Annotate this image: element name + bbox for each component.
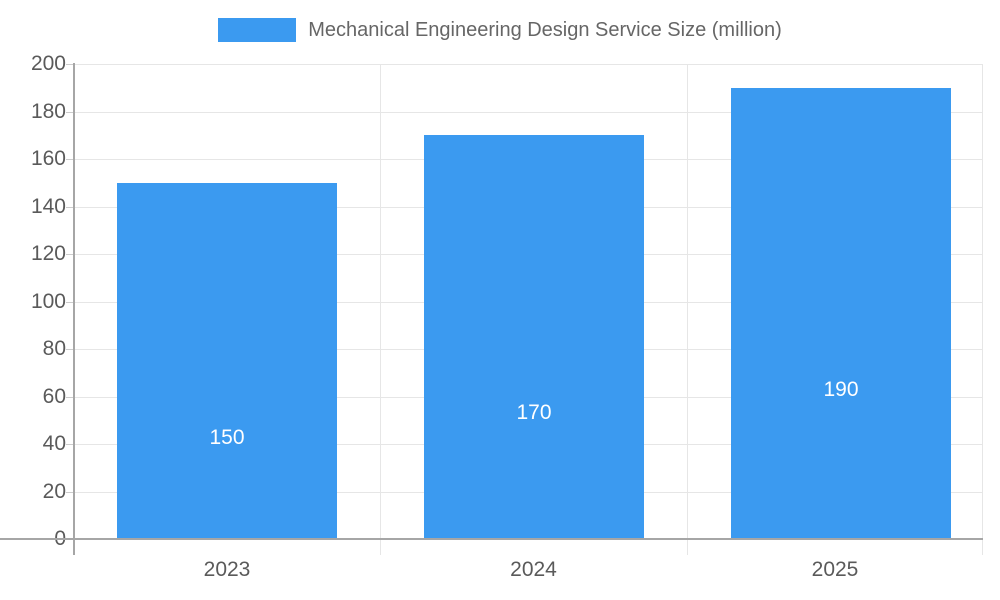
- y-axis-tick-mark-icon: [66, 396, 73, 398]
- y-axis-tick-mark-icon: [66, 444, 73, 445]
- x-axis-label-2025: 2025: [811, 558, 859, 581]
- chart-legend: Mechanical Engineering Design Service Si…: [0, 12, 1000, 48]
- bar-2025[interactable]: 190: [731, 87, 951, 539]
- y-axis-tick-label: 120: [30, 242, 66, 265]
- y-axis-tick-mark-icon: [66, 206, 73, 208]
- y-axis-tick-mark-icon: [66, 301, 73, 303]
- gridline-vertical: [982, 64, 983, 555]
- x-axis-label-2023: 2023: [203, 558, 251, 581]
- y-axis-tick-mark-icon: [66, 349, 73, 350]
- y-axis-tick-mark-icon: [66, 111, 73, 113]
- bar-value-label: 190: [823, 377, 859, 401]
- y-axis-line: [73, 63, 75, 555]
- x-axis-label-2024: 2024: [510, 558, 557, 581]
- y-axis-tick-mark-icon: [66, 64, 73, 65]
- gridline-vertical: [380, 64, 381, 555]
- x-axis-line: [0, 538, 983, 540]
- bar-2024[interactable]: 170: [424, 135, 644, 539]
- y-axis-tick-label: 40: [42, 432, 66, 455]
- y-axis-tick-mark-icon: [66, 254, 73, 255]
- y-axis-tick-label: 20: [42, 479, 66, 503]
- bar-value-label: 170: [516, 401, 552, 425]
- y-axis-tick-label: 160: [30, 147, 66, 170]
- y-axis-tick-mark-icon: [66, 159, 73, 160]
- y-axis-tick-label: 100: [30, 289, 66, 313]
- gridline-vertical: [687, 64, 688, 555]
- legend-item-mechanical-engineering-design-service-size[interactable]: Mechanical Engineering Design Service Si…: [218, 18, 782, 42]
- gridline-horizontal: [74, 64, 983, 65]
- y-axis-tick-label: 180: [30, 99, 66, 123]
- legend-color-swatch-icon: [218, 18, 297, 42]
- legend-item-label: Mechanical Engineering Design Service Si…: [308, 19, 782, 41]
- y-axis-tick-label: 200: [30, 52, 66, 75]
- plot-area: 150 170 190: [74, 64, 983, 555]
- y-axis-tick-label: 60: [42, 384, 66, 408]
- y-axis-tick-label: 80: [42, 337, 66, 360]
- y-axis-tick-mark-icon: [66, 491, 73, 493]
- gridline-horizontal: [74, 111, 983, 113]
- y-axis-tick-label: 140: [30, 194, 66, 218]
- bar-value-label: 150: [209, 425, 245, 449]
- bar-2023[interactable]: 150: [117, 182, 337, 539]
